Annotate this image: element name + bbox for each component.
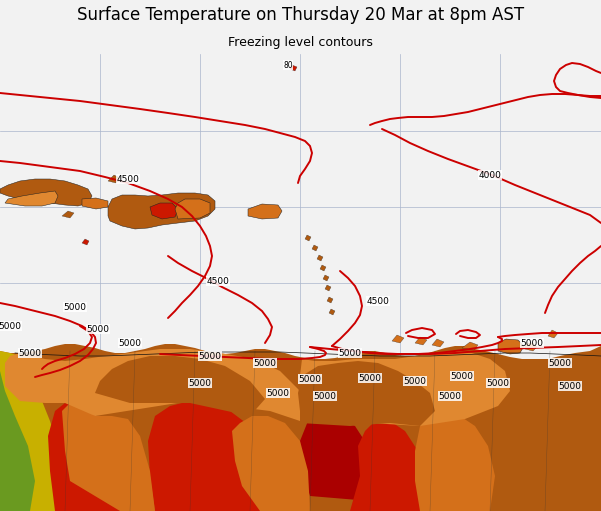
Polygon shape bbox=[0, 179, 92, 206]
Polygon shape bbox=[108, 175, 120, 183]
Polygon shape bbox=[329, 309, 335, 315]
Polygon shape bbox=[323, 275, 329, 281]
Text: 4500: 4500 bbox=[117, 174, 139, 183]
Polygon shape bbox=[248, 204, 282, 219]
Polygon shape bbox=[498, 339, 524, 354]
Polygon shape bbox=[392, 335, 404, 343]
Polygon shape bbox=[415, 413, 495, 511]
Text: 5000: 5000 bbox=[266, 388, 290, 398]
Text: 5000: 5000 bbox=[451, 371, 474, 381]
Polygon shape bbox=[175, 199, 210, 219]
Polygon shape bbox=[525, 343, 537, 351]
Polygon shape bbox=[62, 211, 74, 218]
Text: 80: 80 bbox=[283, 60, 293, 69]
Text: 5000: 5000 bbox=[359, 374, 382, 383]
Polygon shape bbox=[462, 342, 478, 350]
Polygon shape bbox=[0, 351, 65, 511]
Polygon shape bbox=[48, 403, 130, 511]
Polygon shape bbox=[320, 265, 326, 271]
Polygon shape bbox=[415, 337, 427, 345]
Polygon shape bbox=[5, 191, 58, 206]
Text: 5000: 5000 bbox=[314, 391, 337, 401]
Text: 4500: 4500 bbox=[367, 296, 389, 306]
Text: 5000: 5000 bbox=[87, 324, 109, 334]
Polygon shape bbox=[300, 351, 510, 426]
Polygon shape bbox=[312, 245, 318, 251]
Text: 5000: 5000 bbox=[189, 379, 212, 387]
Polygon shape bbox=[82, 198, 108, 209]
Polygon shape bbox=[0, 344, 601, 511]
Polygon shape bbox=[148, 401, 270, 511]
Text: 5000: 5000 bbox=[19, 349, 41, 358]
Text: 4000: 4000 bbox=[478, 171, 501, 179]
Polygon shape bbox=[300, 413, 375, 501]
Polygon shape bbox=[325, 285, 331, 291]
Polygon shape bbox=[5, 349, 300, 421]
Text: 5000: 5000 bbox=[0, 321, 22, 331]
Text: Freezing level contours: Freezing level contours bbox=[228, 36, 373, 49]
Text: 5000: 5000 bbox=[439, 391, 462, 401]
Polygon shape bbox=[317, 255, 323, 261]
Polygon shape bbox=[232, 416, 310, 511]
Polygon shape bbox=[150, 203, 178, 219]
Text: 5000: 5000 bbox=[64, 303, 87, 312]
Polygon shape bbox=[82, 239, 89, 245]
Text: 5000: 5000 bbox=[254, 359, 276, 367]
Polygon shape bbox=[327, 297, 333, 303]
Polygon shape bbox=[95, 356, 265, 416]
Polygon shape bbox=[432, 339, 444, 347]
Text: 5000: 5000 bbox=[549, 359, 572, 367]
Polygon shape bbox=[62, 403, 155, 511]
Polygon shape bbox=[290, 65, 297, 71]
Polygon shape bbox=[350, 421, 425, 511]
Text: 5000: 5000 bbox=[198, 352, 222, 360]
Text: 5000: 5000 bbox=[486, 379, 510, 387]
Polygon shape bbox=[108, 193, 215, 229]
Polygon shape bbox=[305, 235, 311, 241]
Text: Surface Temperature on Thursday 20 Mar at 8pm AST: Surface Temperature on Thursday 20 Mar a… bbox=[77, 6, 524, 24]
Polygon shape bbox=[298, 361, 435, 426]
Text: 5000: 5000 bbox=[558, 382, 582, 390]
Text: 4500: 4500 bbox=[207, 276, 230, 286]
Text: 5000: 5000 bbox=[299, 375, 322, 383]
Polygon shape bbox=[0, 371, 35, 511]
Text: 5000: 5000 bbox=[338, 349, 361, 358]
Polygon shape bbox=[548, 330, 558, 338]
Text: 5000: 5000 bbox=[403, 377, 427, 385]
Text: 5000: 5000 bbox=[520, 338, 543, 347]
Text: 5000: 5000 bbox=[118, 338, 141, 347]
